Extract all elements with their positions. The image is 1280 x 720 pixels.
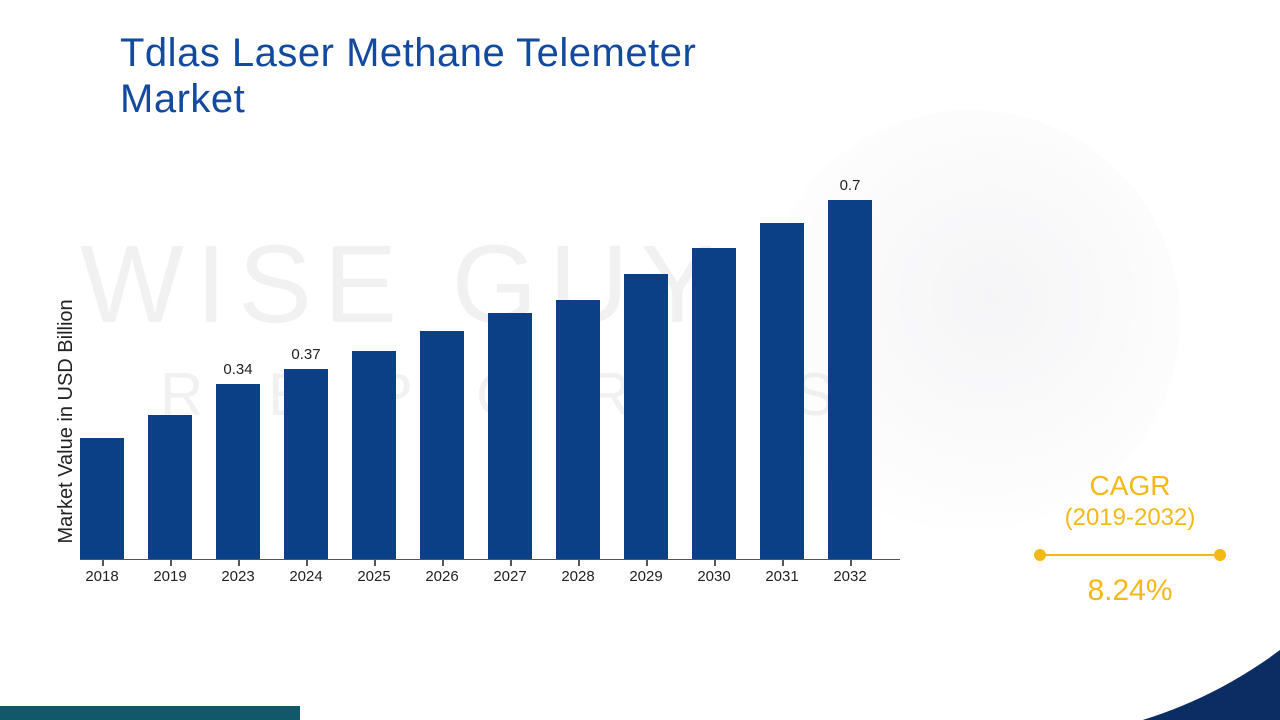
bar [216, 384, 260, 559]
cagr-value: 8.24% [1020, 574, 1240, 608]
chart-title: Tdlas Laser Methane Telemeter Market [120, 30, 800, 122]
x-tick [238, 559, 240, 566]
x-tick [306, 559, 308, 566]
x-category-label: 2026 [412, 568, 472, 585]
cagr-range: (2019-2032) [1020, 504, 1240, 532]
logo-line2: R E P O R T S [1019, 62, 1252, 80]
x-category-label: 2024 [276, 568, 336, 585]
x-category-label: 2018 [72, 568, 132, 585]
bar-chart: 0.340.370.7 2018201920232024202520262027… [80, 180, 900, 590]
bar-value-label: 0.34 [208, 361, 268, 378]
bar [556, 300, 600, 559]
footer-strip [0, 706, 300, 720]
cagr-divider-icon [1040, 554, 1220, 556]
x-tick [578, 559, 580, 566]
logo-line1: WISE GUY [1019, 26, 1252, 60]
cagr-block: CAGR (2019-2032) 8.24% [1020, 470, 1240, 608]
bar [692, 248, 736, 559]
x-tick [714, 559, 716, 566]
x-category-label: 2019 [140, 568, 200, 585]
bar [828, 200, 872, 559]
bar [284, 369, 328, 559]
bar [148, 415, 192, 559]
bar [760, 223, 804, 559]
x-tick [442, 559, 444, 566]
bar [80, 438, 124, 559]
cagr-label: CAGR [1020, 470, 1240, 502]
x-category-label: 2031 [752, 568, 812, 585]
x-category-label: 2030 [684, 568, 744, 585]
x-tick [510, 559, 512, 566]
bar [624, 274, 668, 559]
plot-area: 0.34 0.37 0.7 [80, 180, 900, 560]
x-tick [782, 559, 784, 566]
x-tick [102, 559, 104, 566]
x-category-label: 2023 [208, 568, 268, 585]
x-tick [850, 559, 852, 566]
x-tick [170, 559, 172, 566]
x-tick [374, 559, 376, 566]
brand-logo: WISE GUY R E P O R T S [1019, 26, 1252, 80]
x-category-label: 2029 [616, 568, 676, 585]
bar-value-label: 0.7 [820, 177, 880, 194]
chart-card: WISE GUY R E P O R T S Tdlas Laser Metha… [0, 0, 1280, 720]
x-tick [646, 559, 648, 566]
y-axis-label: Market Value in USD Billion [55, 299, 78, 543]
x-category-label: 2025 [344, 568, 404, 585]
x-category-label: 2027 [480, 568, 540, 585]
x-category-label: 2028 [548, 568, 608, 585]
bar [420, 331, 464, 560]
bar [488, 313, 532, 559]
bar-value-label: 0.37 [276, 346, 336, 363]
bar [352, 351, 396, 559]
x-category-label: 2032 [820, 568, 880, 585]
